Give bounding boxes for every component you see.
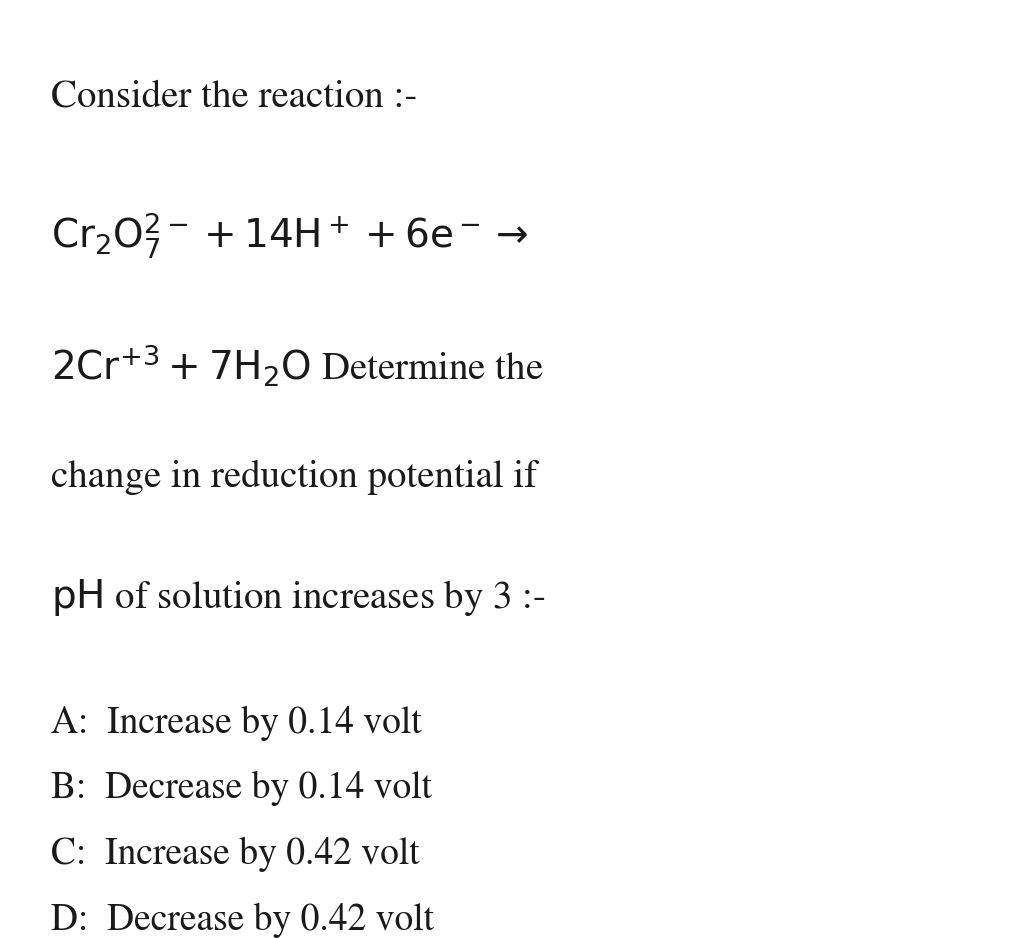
Text: D:  Decrease by 0.42 volt: D: Decrease by 0.42 volt	[51, 902, 434, 938]
Text: change in reduction potential if: change in reduction potential if	[51, 460, 538, 495]
Text: A:  Increase by 0.14 volt: A: Increase by 0.14 volt	[51, 705, 422, 741]
Text: $\mathrm{Cr_2O_7^{2-} + 14H^+ + 6e^- \rightarrow}$: $\mathrm{Cr_2O_7^{2-} + 14H^+ + 6e^- \ri…	[51, 211, 528, 262]
Text: B:  Decrease by 0.14 volt: B: Decrease by 0.14 volt	[51, 771, 432, 807]
Text: Consider the reaction :-: Consider the reaction :-	[51, 80, 418, 114]
Text: $\mathrm{pH}$ of solution increases by 3 :-: $\mathrm{pH}$ of solution increases by 3…	[51, 577, 546, 618]
Text: $\mathrm{2Cr^{+3} + 7H_2O}$ Determine the: $\mathrm{2Cr^{+3} + 7H_2O}$ Determine th…	[51, 342, 544, 388]
Text: C:  Increase by 0.42 volt: C: Increase by 0.42 volt	[51, 837, 420, 872]
